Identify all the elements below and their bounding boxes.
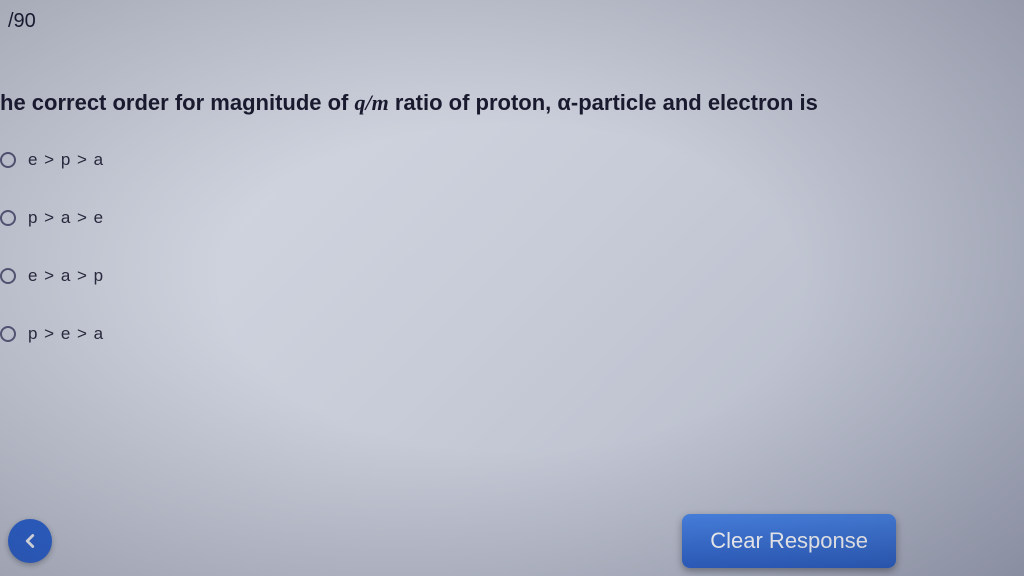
option-d[interactable]: p > e > a — [0, 324, 104, 344]
question-text: he correct order for magnitude of q/m ra… — [0, 90, 818, 116]
question-suffix: ratio of proton, α-particle and electron… — [389, 90, 818, 115]
options-group: e > p > a p > a > e e > a > p p > e > a — [0, 150, 104, 382]
option-label: e > a > p — [28, 266, 104, 286]
radio-icon — [0, 210, 16, 226]
option-b[interactable]: p > a > e — [0, 208, 104, 228]
footer-bar: Clear Response — [0, 514, 1024, 568]
question-prefix: he correct order for magnitude of — [0, 90, 355, 115]
page-counter: /90 — [8, 10, 36, 33]
option-label: p > a > e — [28, 208, 104, 228]
radio-icon — [0, 268, 16, 284]
option-c[interactable]: e > a > p — [0, 266, 104, 286]
clear-response-button[interactable]: Clear Response — [682, 514, 896, 568]
option-label: e > p > a — [28, 150, 104, 170]
radio-icon — [0, 152, 16, 168]
vignette-overlay — [0, 0, 1024, 576]
previous-button[interactable] — [8, 519, 52, 563]
question-ratio: q/m — [355, 90, 389, 115]
radio-icon — [0, 326, 16, 342]
chevron-left-icon — [19, 530, 41, 552]
option-label: p > e > a — [28, 324, 104, 344]
option-a[interactable]: e > p > a — [0, 150, 104, 170]
